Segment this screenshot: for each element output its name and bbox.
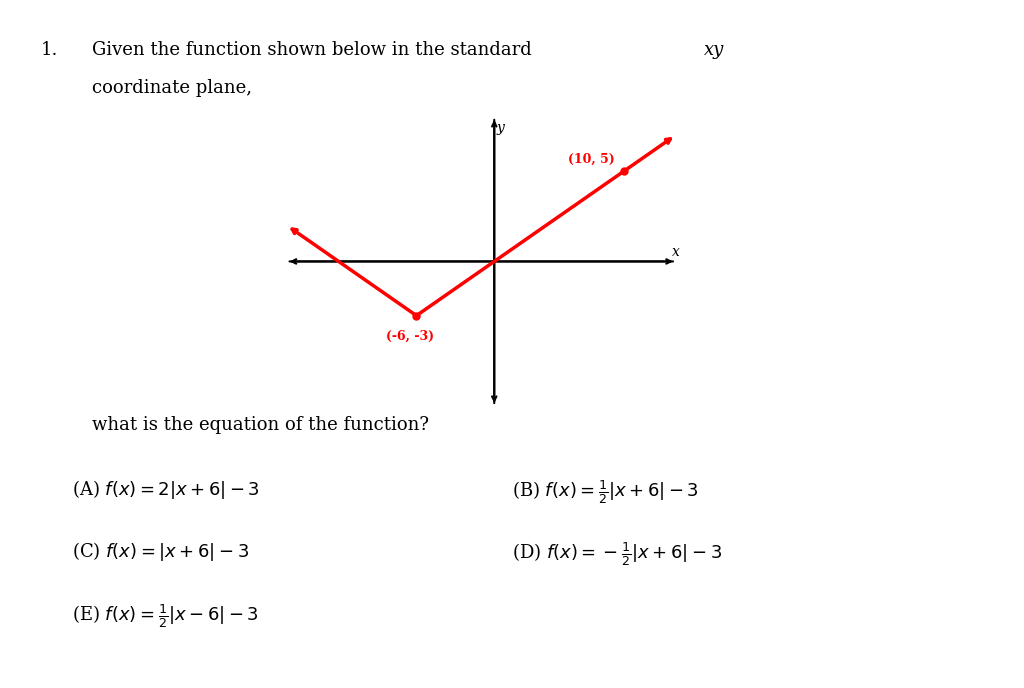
Text: (C) $f(x) = |x + 6| - 3$: (C) $f(x) = |x + 6| - 3$	[72, 540, 249, 563]
Text: what is the equation of the function?: what is the equation of the function?	[92, 416, 429, 434]
Text: y: y	[497, 120, 505, 135]
Text: Given the function shown below in the standard: Given the function shown below in the st…	[92, 41, 538, 59]
Text: (B) $f(x) = \frac{1}{2}|x + 6| - 3$: (B) $f(x) = \frac{1}{2}|x + 6| - 3$	[512, 478, 698, 506]
Text: xy: xy	[703, 41, 724, 59]
Text: coordinate plane,: coordinate plane,	[92, 79, 252, 97]
Text: (D) $f(x) = -\frac{1}{2}|x + 6| - 3$: (D) $f(x) = -\frac{1}{2}|x + 6| - 3$	[512, 540, 722, 568]
Text: (E) $f(x) = \frac{1}{2}|x - 6| - 3$: (E) $f(x) = \frac{1}{2}|x - 6| - 3$	[72, 602, 258, 630]
Text: (10, 5): (10, 5)	[568, 153, 614, 166]
Text: (-6, -3): (-6, -3)	[386, 330, 434, 343]
Text: (A) $f(x) = 2|x + 6| - 3$: (A) $f(x) = 2|x + 6| - 3$	[72, 478, 259, 501]
Text: 1.: 1.	[41, 41, 58, 59]
Text: x: x	[672, 246, 680, 259]
